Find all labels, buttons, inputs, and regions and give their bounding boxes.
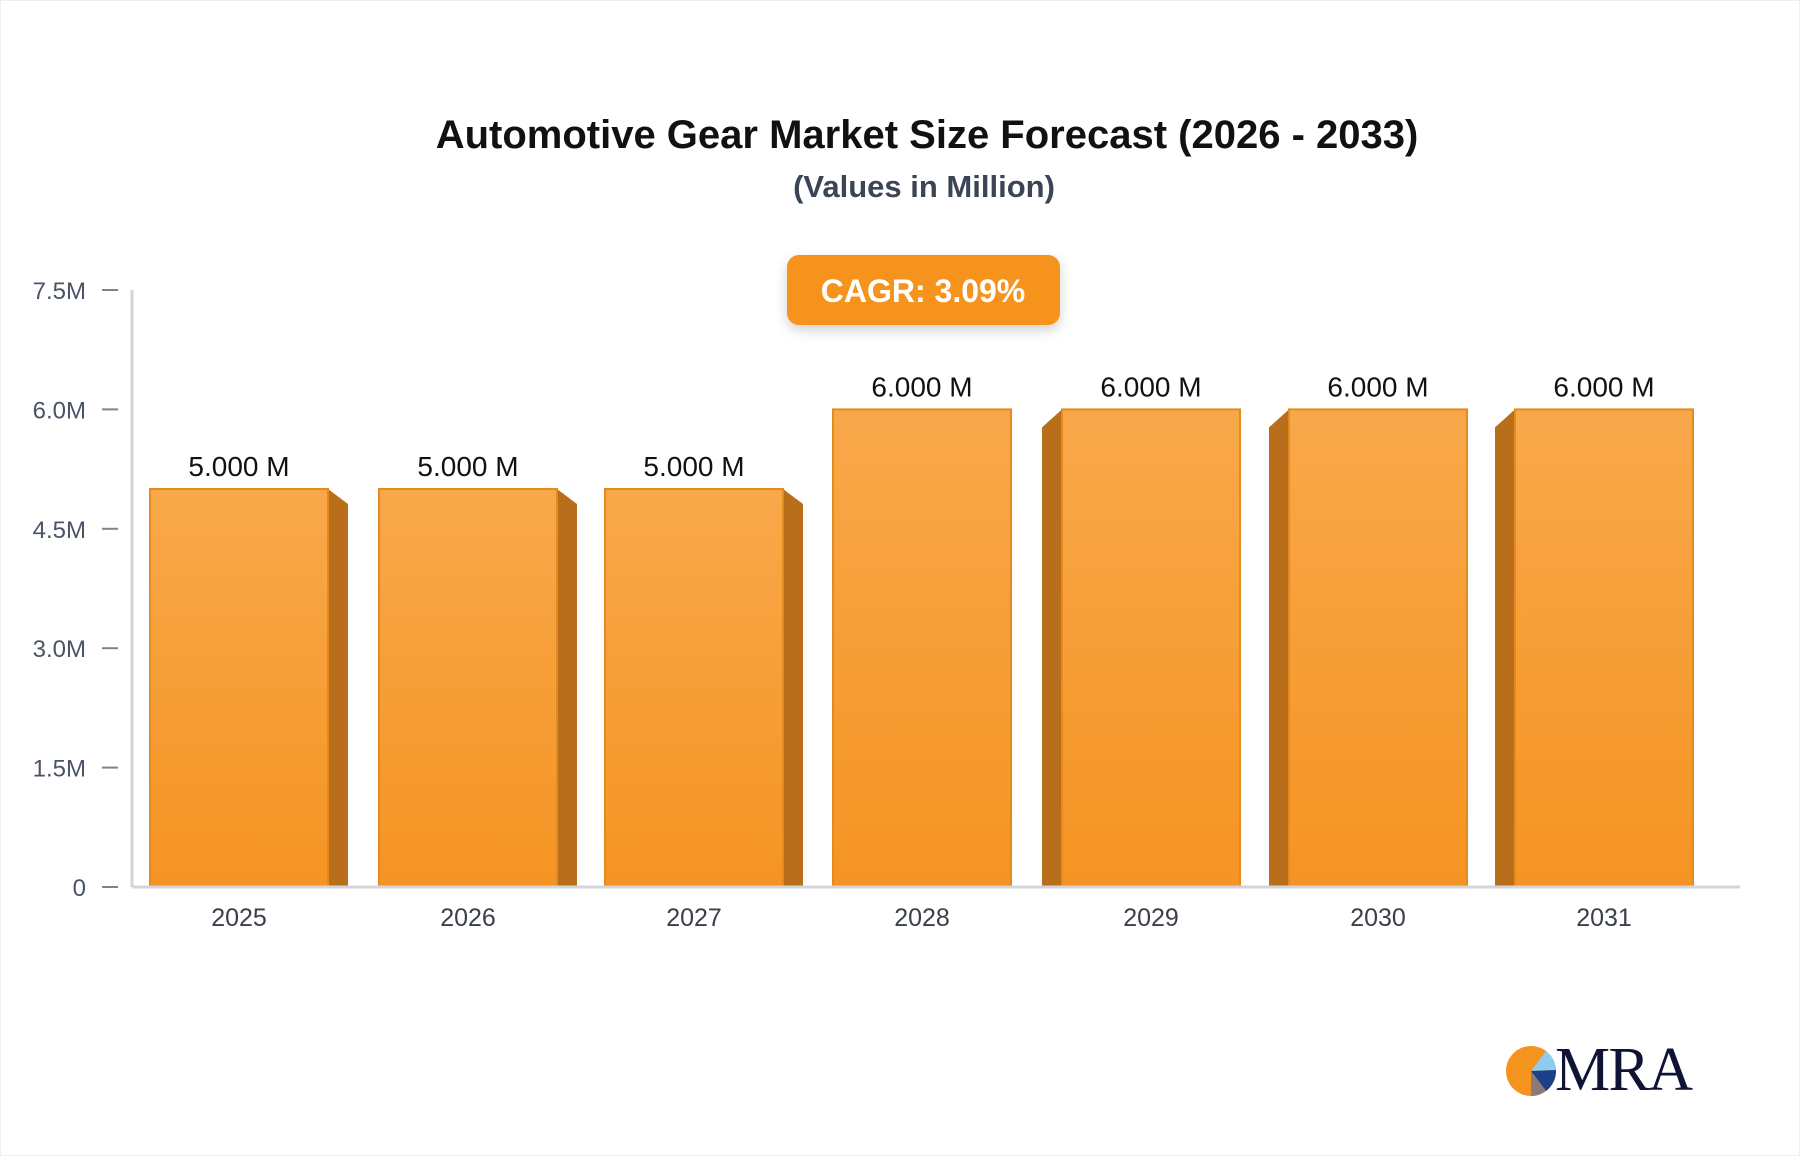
bars: 5.000 M 5.000 M 5.000 M 6.000 M 6.000 M 6.000…: [149, 371, 1694, 888]
y-tick-label: 3.0M: [33, 636, 86, 663]
chart-subtitle: (Values in Million): [793, 169, 1055, 204]
data-label: 6.000 M: [1327, 371, 1428, 402]
cagr-label: CAGR: 3.09%: [821, 273, 1026, 309]
bar-2029: [1061, 408, 1241, 888]
bar-side: [1269, 409, 1289, 887]
data-label: 5.000 M: [188, 451, 289, 482]
bar-side: [1495, 409, 1515, 887]
data-label: 5.000 M: [643, 451, 744, 482]
bar-2027: [604, 488, 784, 888]
y-tick-label: 1.5M: [33, 756, 86, 783]
bar-2031: [1514, 408, 1694, 888]
x-tick-label: 2026: [440, 904, 496, 932]
cagr-badge-bg: [787, 255, 1060, 325]
bar-2028: [832, 408, 1012, 888]
y-tick-label: 7.5M: [33, 278, 86, 305]
chart-title: Automotive Gear Market Size Forecast (20…: [436, 113, 1419, 157]
x-tick-label: 2028: [894, 904, 950, 932]
y-tick-label: 6.0M: [33, 397, 86, 424]
bar-2030: [1288, 408, 1468, 888]
bar-side: [328, 489, 348, 887]
data-label: 6.000 M: [871, 371, 972, 402]
bar-side: [783, 489, 803, 887]
bar-side: [557, 489, 577, 887]
data-label: 6.000 M: [1100, 371, 1201, 402]
x-tick-label: 2030: [1350, 904, 1406, 932]
cagr-badge: [787, 255, 1060, 325]
y-tick-label: 4.5M: [33, 517, 86, 544]
bar-side: [1042, 409, 1062, 887]
data-label: 5.000 M: [417, 451, 518, 482]
bar-2026: [378, 488, 558, 888]
x-axis: 2025 2026 2027 2028 2029 2030 2031: [132, 885, 1740, 932]
x-tick-label: 2027: [666, 904, 722, 932]
y-tick-label: 0: [73, 875, 86, 902]
x-tick-label: 2031: [1576, 904, 1632, 932]
mra-logo: MRA: [1506, 1036, 1693, 1104]
bar-2025: [149, 488, 329, 888]
x-tick-label: 2025: [211, 904, 267, 932]
y-axis: 0 1.5M 3.0M 4.5M 6.0M 7.5M: [33, 278, 134, 902]
logo-text: MRA: [1555, 1036, 1693, 1104]
x-tick-label: 2029: [1123, 904, 1179, 932]
data-label: 6.000 M: [1553, 371, 1654, 402]
